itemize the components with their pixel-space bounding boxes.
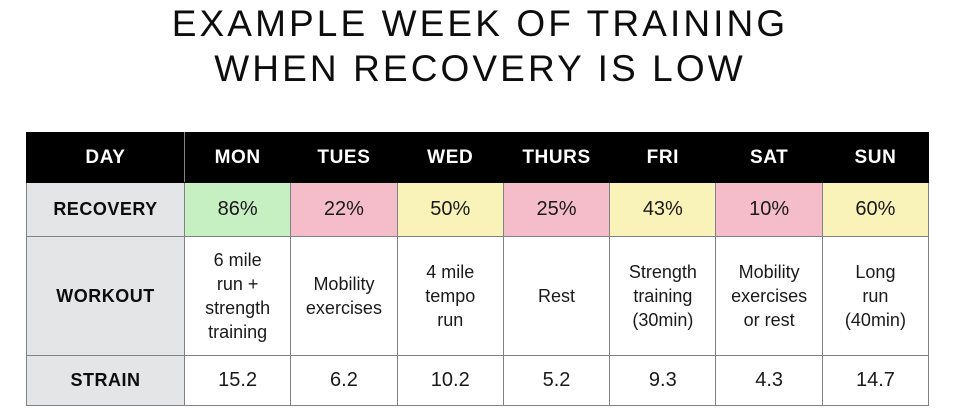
- row-label-strain: STRAIN: [26, 355, 185, 406]
- workout-tues: Mobility exercises: [290, 236, 398, 356]
- strain-thurs: 5.2: [502, 355, 611, 406]
- strain-mon: 15.2: [183, 355, 292, 406]
- header-thurs: THURS: [502, 132, 611, 183]
- recovery-sat: 10%: [715, 182, 823, 237]
- strain-sat: 4.3: [715, 355, 823, 406]
- row-label-workout: WORKOUT: [26, 236, 185, 356]
- recovery-wed: 50%: [396, 182, 504, 237]
- title-line-2: WHEN RECOVERY IS LOW: [214, 48, 746, 89]
- table-row-strain: STRAIN 15.2 6.2 10.2 5.2 9.3 4.3 14.7: [26, 355, 930, 406]
- recovery-fri: 43%: [609, 182, 717, 237]
- header-sun: SUN: [821, 132, 930, 183]
- row-label-recovery: RECOVERY: [26, 182, 185, 237]
- header-fri: FRI: [609, 132, 717, 183]
- strain-wed: 10.2: [396, 355, 504, 406]
- recovery-mon: 86%: [183, 182, 292, 237]
- page-title: EXAMPLE WEEK OF TRAINING WHEN RECOVERY I…: [0, 2, 960, 90]
- header-tues: TUES: [290, 132, 398, 183]
- workout-sun: Long run (40min): [821, 236, 930, 356]
- title-line-1: EXAMPLE WEEK OF TRAINING: [171, 3, 789, 44]
- table-row-workout: WORKOUT 6 mile run + strength training M…: [26, 236, 930, 356]
- strain-tues: 6.2: [290, 355, 398, 406]
- table-row-recovery: RECOVERY 86% 22% 50% 25% 43% 10% 60%: [26, 182, 930, 237]
- training-week-table: DAY MON TUES WED THURS FRI SAT SUN RECOV…: [26, 132, 930, 406]
- header-sat: SAT: [715, 132, 823, 183]
- strain-fri: 9.3: [609, 355, 717, 406]
- workout-mon: 6 mile run + strength training: [183, 236, 292, 356]
- workout-sat: Mobility exercises or rest: [715, 236, 823, 356]
- header-day-label: DAY: [26, 132, 185, 183]
- workout-fri: Strength training (30min): [609, 236, 717, 356]
- recovery-sun: 60%: [821, 182, 930, 237]
- table-header-row: DAY MON TUES WED THURS FRI SAT SUN: [26, 132, 930, 183]
- header-mon: MON: [183, 132, 292, 183]
- workout-wed: 4 mile tempo run: [396, 236, 504, 356]
- training-table-container: DAY MON TUES WED THURS FRI SAT SUN RECOV…: [26, 132, 930, 406]
- recovery-thurs: 25%: [502, 182, 611, 237]
- recovery-tues: 22%: [290, 182, 398, 237]
- strain-sun: 14.7: [821, 355, 930, 406]
- header-wed: WED: [396, 132, 504, 183]
- workout-thurs: Rest: [502, 236, 611, 356]
